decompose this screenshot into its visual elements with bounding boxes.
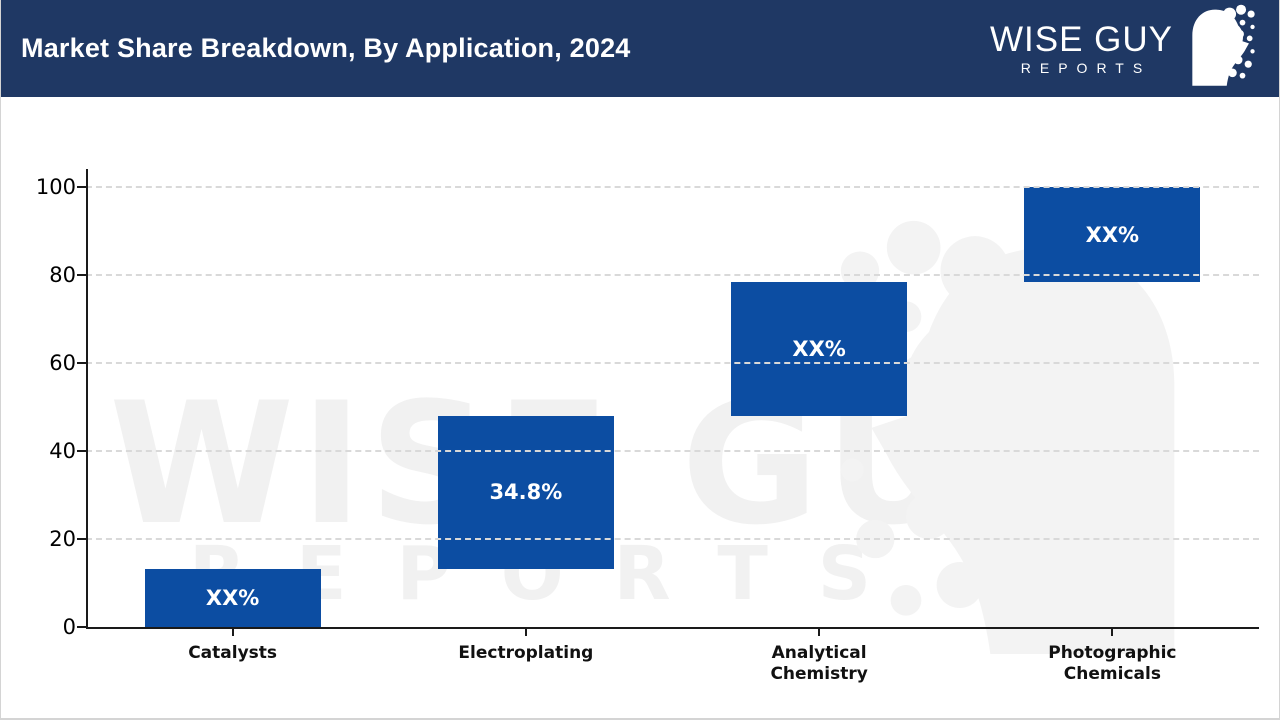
gridline [86, 450, 1259, 452]
y-tick [77, 362, 86, 364]
x-tick [231, 627, 234, 636]
wise-guy-logo: WISE GUY REPORTS [990, 4, 1267, 94]
bar-value-label: XX% [1085, 222, 1140, 247]
logo-wordmark: WISE GUY [989, 20, 1173, 59]
y-axis-line [86, 169, 88, 629]
bar-analytical-chemistry: XX% [731, 282, 908, 416]
gridline [86, 362, 1259, 364]
y-tick-label: 100 [35, 175, 76, 199]
x-category-label: Analytical Chemistry [770, 643, 868, 685]
y-tick-label: 80 [49, 263, 76, 287]
x-category-label: Electroplating [458, 643, 594, 663]
y-tick-label: 0 [62, 615, 76, 639]
chart-area: WISE GUY REPORTS 0 20 40 60 80 100 XX% Catalyst… [1, 97, 1279, 718]
x-tick [818, 627, 821, 636]
y-tick-label: 20 [49, 527, 76, 551]
y-tick [77, 450, 86, 452]
y-tick-label: 40 [49, 439, 76, 463]
x-category-label: Photographic Chemicals [1048, 643, 1177, 685]
gridline [86, 186, 1259, 188]
x-tick [524, 627, 527, 636]
header-band: Market Share Breakdown, By Application, … [1, 0, 1279, 97]
y-tick [77, 186, 86, 188]
x-tick [1111, 627, 1114, 636]
gridline [86, 538, 1259, 540]
x-category-label: Catalysts [188, 643, 278, 663]
bar-catalysts: XX% [144, 568, 321, 627]
logo-subtitle: REPORTS [1020, 60, 1152, 76]
logo-text: WISE GUY REPORTS [990, 22, 1173, 75]
logo-face-icon [1175, 4, 1267, 94]
y-tick [77, 538, 86, 540]
y-tick [77, 274, 86, 276]
y-tick [77, 626, 86, 628]
bar-value-label: XX% [205, 585, 260, 610]
x-axis-line [86, 627, 1259, 629]
bar-value-label: XX% [792, 336, 846, 361]
bar-value-label: 34.8% [489, 480, 563, 505]
bar-photographic-chemicals: XX% [1024, 187, 1201, 283]
page-title: Market Share Breakdown, By Application, … [21, 33, 631, 63]
gridline [86, 274, 1259, 276]
bar-electroplating: 34.8% [437, 415, 614, 569]
y-tick-label: 60 [49, 351, 76, 375]
